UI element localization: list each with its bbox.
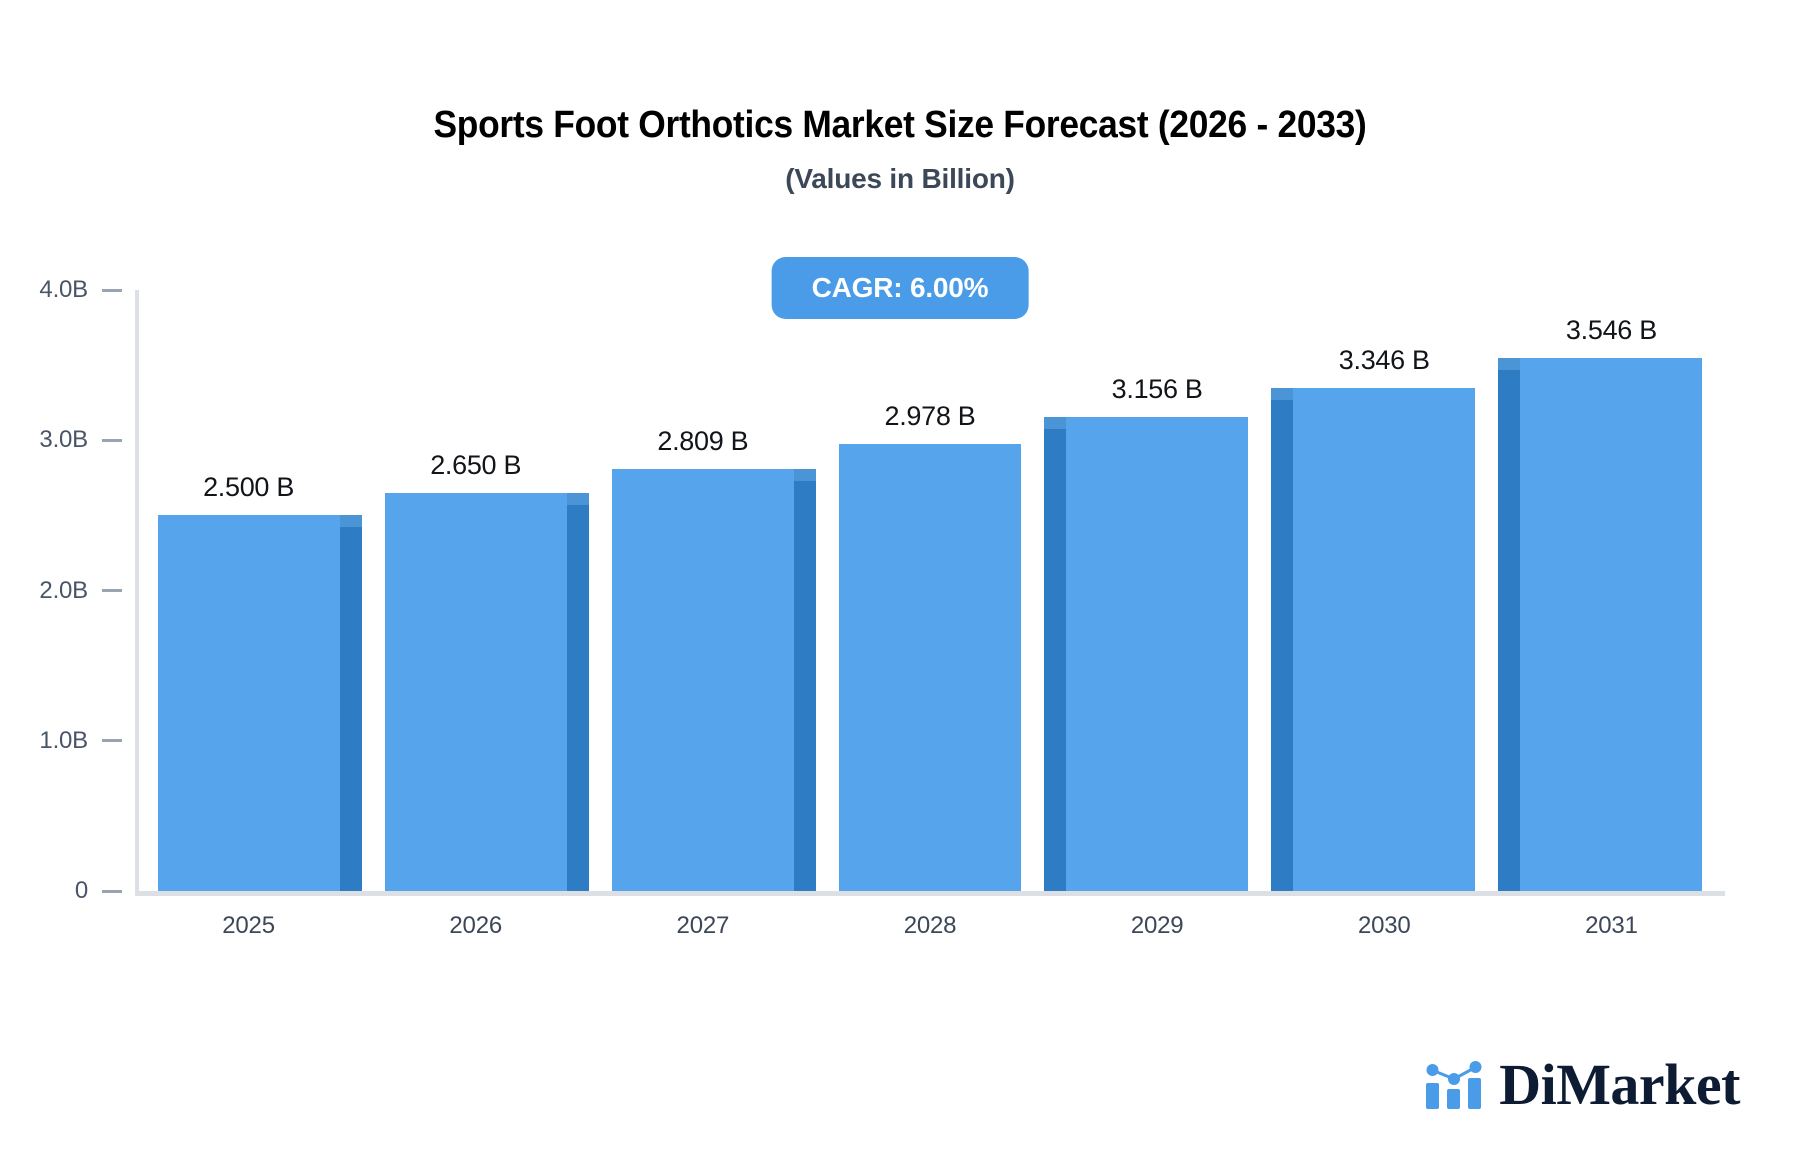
bar-chart-logo-icon [1423, 1059, 1485, 1111]
bar-2029[interactable]: 3.156 B [1044, 374, 1249, 891]
bar-top-face [566, 492, 589, 505]
bar-2031[interactable]: 3.546 B [1498, 315, 1703, 891]
x-axis-label-2026: 2026 [449, 912, 502, 939]
bar-side-face [793, 480, 816, 891]
bar-value-label: 2.650 B [430, 449, 522, 480]
y-axis-tick-label: 4.0B [39, 276, 88, 303]
chart-subtitle: (Values in Billion) [785, 162, 1015, 194]
y-axis-tick-label: 2.0B [39, 576, 88, 604]
bar-front-face [611, 468, 794, 891]
y-axis-line [135, 290, 139, 895]
y-axis-tick-mark [102, 739, 122, 743]
bar-front-face [157, 515, 340, 891]
bar-2025[interactable]: 2.500 B [157, 472, 362, 891]
x-axis-label-2027: 2027 [676, 912, 730, 939]
y-axis-tick-mark [102, 288, 122, 292]
bar-value-label: 3.346 B [1338, 345, 1430, 376]
y-axis-tick-mark [102, 889, 122, 893]
bar-value-label: 3.156 B [1111, 373, 1203, 404]
x-axis-line [135, 891, 1725, 896]
x-axis-labels: 2025 2026 2027 2028 2029 2030 2031 [135, 912, 1725, 952]
bar-2027[interactable]: 2.809 B [611, 426, 816, 891]
x-axis-label-2025: 2025 [222, 912, 275, 939]
title-block: Sports Foot Orthotics Market Size Foreca… [0, 104, 1800, 195]
bar-top-face [339, 515, 362, 528]
y-axis-tick-label: 0 [74, 877, 88, 904]
x-axis-label-2028: 2028 [903, 912, 957, 939]
bar-side-face [566, 504, 589, 891]
logo-text: DiMarket [1499, 1052, 1740, 1117]
page-title: Sports Foot Orthotics Market Size Foreca… [433, 104, 1367, 146]
bar-value-label: 2.978 B [884, 400, 976, 431]
bar-front-face [1520, 358, 1703, 891]
bar-front-face [1066, 416, 1249, 891]
dimarket-logo: DiMarket [1423, 1056, 1740, 1114]
bar-top-face [1271, 388, 1294, 401]
bar-front-face [384, 492, 567, 891]
bar-front-face [839, 443, 1021, 891]
cagr-badge: CAGR: 6.00% [771, 257, 1029, 319]
y-axis-tick-mark [102, 438, 122, 442]
bar-side-face [1498, 370, 1521, 891]
bar-2028[interactable]: 2.978 B [839, 401, 1021, 891]
bar-top-face [1498, 358, 1521, 371]
x-axis-label-2029: 2029 [1130, 912, 1184, 939]
bars-layer: 2.500 B 2.650 B 2.809 B 2.978 B 3.156 B 3.346… [135, 290, 1725, 891]
y-axis-tick-label: 3.0B [39, 426, 88, 454]
bar-value-label: 3.546 B [1565, 315, 1657, 346]
bar-2030[interactable]: 3.346 B [1271, 345, 1476, 891]
bar-top-face [793, 468, 816, 481]
y-axis-tick-mark [102, 589, 122, 592]
bar-value-label: 2.500 B [203, 472, 295, 503]
bar-side-face [1044, 428, 1067, 891]
y-axis-tick-label: 1.0B [39, 726, 88, 754]
bar-2026[interactable]: 2.650 B [384, 450, 589, 891]
bar-side-face [1271, 400, 1294, 891]
bar-side-face [339, 527, 362, 891]
bar-top-face [1044, 416, 1067, 429]
bar-value-label: 2.809 B [657, 425, 749, 456]
x-axis-label-2030: 2030 [1357, 912, 1411, 939]
bar-front-face [1293, 388, 1476, 891]
x-axis-label-2031: 2031 [1585, 912, 1638, 939]
